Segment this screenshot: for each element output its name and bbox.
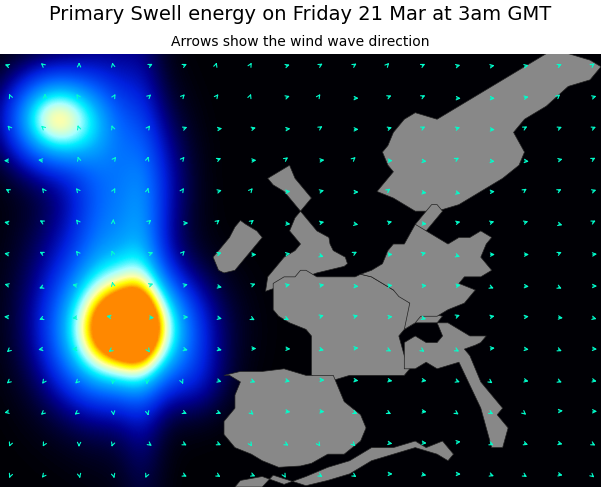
Text: Arrows show the wind wave direction: Arrows show the wind wave direction <box>171 35 430 49</box>
Text: Primary Swell energy on Friday 21 Mar at 3am GMT: Primary Swell energy on Friday 21 Mar at… <box>49 5 552 24</box>
